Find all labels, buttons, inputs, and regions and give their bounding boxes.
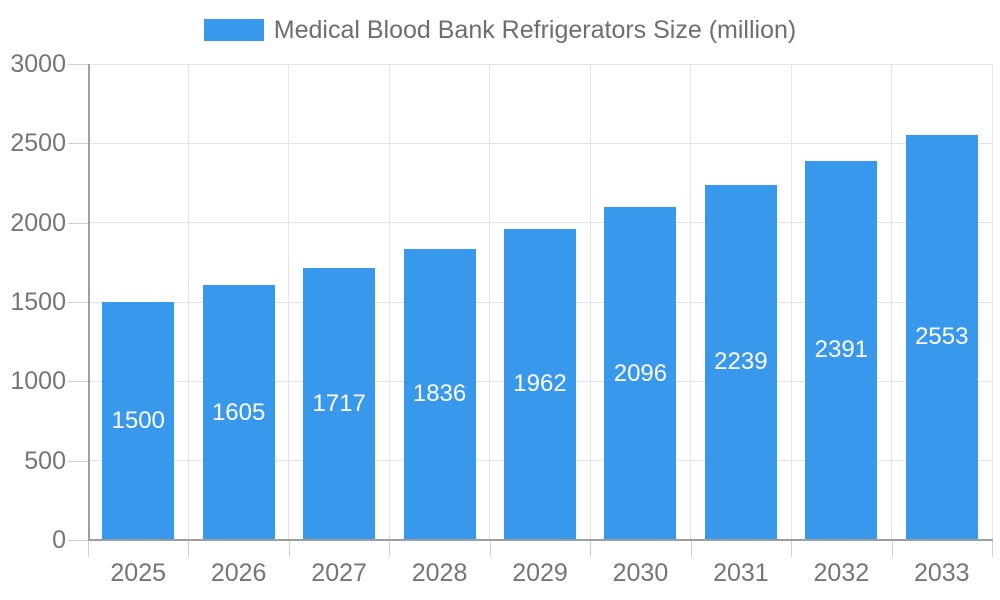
x-tick-label: 2028 [411, 559, 468, 587]
x-tick-label: 2030 [612, 559, 669, 587]
x-tick-mark [992, 541, 993, 557]
bar: 1836 [403, 248, 476, 540]
y-tick-mark [68, 540, 88, 541]
x-gridline [288, 64, 290, 540]
x-tick-label: 2031 [713, 559, 769, 587]
bar-value-label: 1836 [412, 380, 467, 408]
bar-value-label: 2239 [714, 348, 768, 376]
x-tick-label: 2025 [110, 559, 167, 587]
y-axis-line [88, 64, 90, 540]
legend-swatch [203, 19, 264, 41]
y-gridline [88, 222, 992, 224]
y-tick-mark [68, 222, 88, 224]
x-tick-label: 2032 [813, 559, 870, 587]
bar: 2553 [905, 134, 978, 540]
x-tick-mark [791, 541, 793, 557]
y-gridline [88, 63, 992, 65]
x-gridline [991, 64, 993, 540]
x-tick-label: 2027 [311, 559, 367, 587]
bar-value-label: 1717 [312, 389, 366, 417]
x-gridline [489, 64, 491, 540]
bar: 1962 [504, 228, 576, 540]
x-tick-mark [188, 541, 190, 557]
x-axis-line [88, 539, 993, 541]
bar-value-label: 1500 [111, 407, 165, 434]
y-tick-label: 3000 [10, 50, 66, 78]
bar: 2239 [704, 184, 777, 540]
x-gridline [790, 64, 792, 540]
y-gridline [88, 142, 992, 144]
x-tick-mark [489, 541, 491, 557]
x-tick-mark [590, 541, 592, 557]
y-tick-label: 2000 [10, 208, 66, 237]
bar: 1500 [102, 302, 175, 540]
y-tick-label: 1500 [10, 288, 66, 316]
y-tick-label: 2500 [10, 129, 66, 158]
x-tick-mark [88, 541, 89, 557]
bar: 2391 [805, 160, 878, 540]
x-tick-label: 2033 [913, 559, 970, 587]
x-gridline [388, 64, 390, 540]
legend-item[interactable]: Medical Blood Bank Refrigerators Size (m… [0, 15, 1000, 44]
bar-value-label: 2553 [915, 323, 969, 351]
y-tick-label: 1000 [10, 367, 66, 396]
x-tick-mark [690, 541, 692, 557]
y-tick-mark [68, 302, 88, 303]
bar: 1717 [303, 267, 376, 540]
bar-value-label: 1962 [513, 370, 567, 398]
x-gridline [187, 64, 189, 540]
plot-area: 1500 1605 1717 1836 1962 2096 2239 2391 2553 [88, 63, 993, 540]
y-tick-mark [68, 460, 88, 462]
bar-value-label: 2391 [814, 336, 869, 364]
bar: 1605 [202, 285, 275, 540]
x-gridline [690, 64, 692, 540]
legend-label: Medical Blood Bank Refrigerators Size (m… [273, 15, 797, 44]
x-tick-mark [288, 541, 290, 557]
x-gridline [891, 64, 893, 540]
bar-value-label: 1605 [211, 398, 266, 426]
y-tick-mark [68, 64, 88, 65]
bar-value-label: 2096 [613, 359, 668, 387]
x-tick-mark [891, 541, 893, 557]
bar: 2096 [604, 207, 677, 540]
x-gridline [589, 64, 591, 540]
y-tick-mark [68, 381, 88, 383]
y-tick-label: 0 [52, 526, 66, 554]
x-tick-label: 2026 [210, 559, 267, 587]
y-tick-label: 500 [24, 446, 66, 475]
x-tick-label: 2029 [512, 559, 568, 587]
x-tick-mark [389, 541, 391, 557]
y-tick-mark [68, 143, 88, 145]
